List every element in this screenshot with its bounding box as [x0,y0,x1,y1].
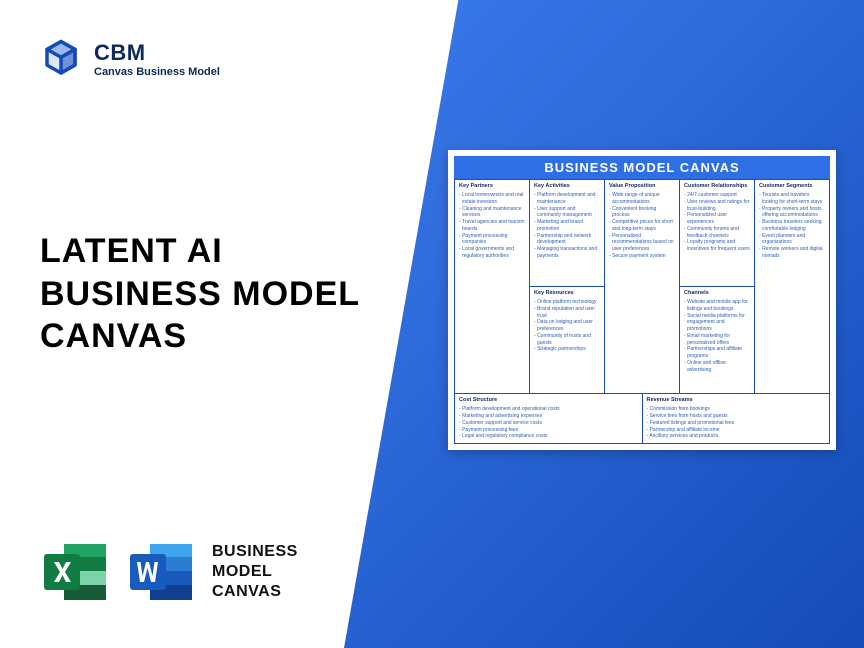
page-title: LATENT AI BUSINESS MODEL CANVAS [40,230,360,358]
list-item: Business travelers seeking comfortable l… [759,219,825,233]
list-item: Commission from bookings [647,406,826,413]
canvas-title: BUSINESS MODEL CANVAS [454,156,830,179]
list-item: Competitive prices for short and long-te… [609,219,675,233]
list-item: Managing transactions and payments [534,246,600,260]
word-icon [126,536,198,608]
list-item: Online and offline advertising [684,360,750,374]
list-item: Platform development and maintenance [534,192,600,206]
list-item: Social media platforms for engagement an… [684,313,750,333]
cell-partners: Key Partners Local homeowners and real e… [455,180,529,393]
list-item: Remote workers and digital nomads [759,246,825,260]
list-item: Platform development and operational cos… [459,406,638,413]
list-item: Convenient booking process [609,206,675,220]
logo-title: CBM [94,40,220,66]
cell-revenue: Revenue Streams Commission from bookings… [642,394,830,443]
list-item: Payment processing companies [459,233,525,247]
canvas-preview: BUSINESS MODEL CANVAS Key Partners Local… [448,150,836,450]
title-line-1: LATENT AI [40,230,360,273]
list-item: Local homeowners and real estate investo… [459,192,525,206]
list-item: Travel agencies and tourism boards [459,219,525,233]
cell-channels: Channels Website and mobile app for list… [680,286,754,393]
file-label: BUSINESS MODEL CANVAS [212,542,298,602]
list-item: Marketing and brand promotion [534,219,600,233]
title-line-3: CANVAS [40,315,360,358]
list-item: User support and community management [534,206,600,220]
list-item: Secure payment system [609,253,675,260]
list-item: Loyalty programs and incentives for freq… [684,239,750,253]
list-item: Property owners and hosts offering accom… [759,206,825,220]
cell-costs: Cost Structure Platform development and … [455,394,642,443]
cell-resources: Key Resources Online platform technology… [530,286,604,393]
list-item: Online platform technology [534,299,600,306]
title-line-2: BUSINESS MODEL [40,273,360,316]
list-item: Personalized user experiences [684,212,750,226]
logo-block: CBM Canvas Business Model [40,38,220,80]
list-item: Payment processing fees [459,427,638,434]
list-item: Partnerships and affiliate programs [684,346,750,360]
list-item: Wide range of unique accommodations [609,192,675,206]
list-item: Marketing and advertising expenses [459,413,638,420]
list-item: Tourists and travelers looking for short… [759,192,825,206]
file-icons-block: BUSINESS MODEL CANVAS [40,536,298,608]
list-item: Community forums and feedback channels [684,226,750,240]
list-item: Email marketing for personalized offers [684,333,750,347]
cbm-logo-icon [40,38,82,80]
list-item: User reviews and ratings for trust-build… [684,199,750,213]
list-item: Community of hosts and guests [534,333,600,347]
list-item: Website and mobile app for listings and … [684,299,750,313]
list-item: Partnership and network development [534,233,600,247]
list-item: Customer support and service costs [459,420,638,427]
list-item: Service fees from hosts and guests [647,413,826,420]
list-item: Personalized recommendations based on us… [609,233,675,253]
cell-relationships: Customer Relationships 24/7 customer sup… [680,180,754,286]
cell-segments: Customer Segments Tourists and travelers… [755,180,829,393]
list-item: Event planners and organizations [759,233,825,247]
logo-subtitle: Canvas Business Model [94,66,220,78]
canvas-grid: Key Partners Local homeowners and real e… [454,179,830,444]
cell-activities: Key Activities Platform development and … [530,180,604,286]
list-item: Legal and regulatory compliance costs [459,433,638,440]
list-item: Featured listings and promotional fees [647,420,826,427]
list-item: 24/7 customer support [684,192,750,199]
cell-value: Value Proposition Wide range of unique a… [605,180,679,393]
list-item: Ancillary services and products [647,433,826,440]
list-item: Data on lodging and user preferences [534,319,600,333]
list-item: Partnership and affiliate income [647,427,826,434]
list-item: Strategic partnerships [534,346,600,353]
list-item: Brand reputation and user trust [534,306,600,320]
list-item: Cleaning and maintenance services [459,206,525,220]
list-item: Local governments and regulatory authori… [459,246,525,260]
excel-icon [40,536,112,608]
